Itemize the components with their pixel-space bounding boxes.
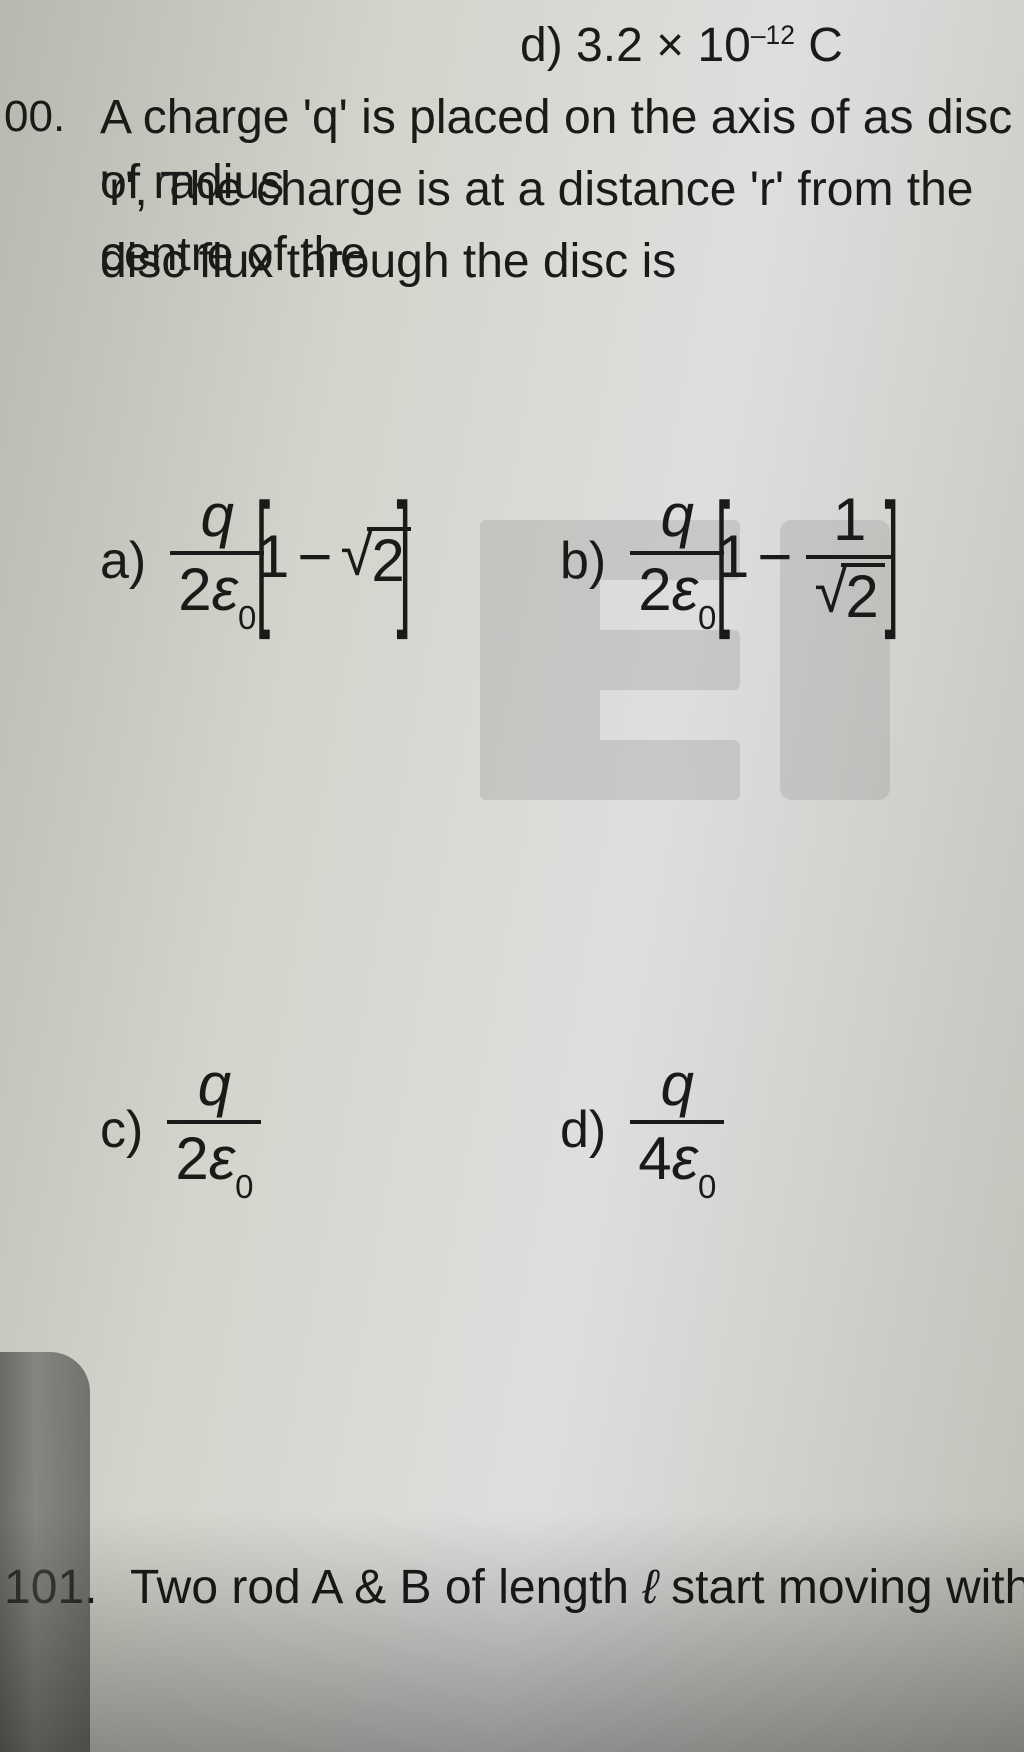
inner-numerator: 1 [825,485,874,555]
coef: 2 [638,556,671,623]
question-100-line3: disc flux through the disc is [100,230,676,295]
bracket-open [716,470,731,643]
subscript: 0 [698,599,716,636]
question-number-100: 00. [4,92,65,142]
denominator: 2ε0 [170,555,264,632]
option-label: a) [100,531,146,591]
numerator: q [190,1050,239,1120]
numerator: q [193,481,242,551]
radical-icon: √ [814,559,847,625]
question-101-text: Two rod A & B of length ℓ start moving w… [130,1560,1024,1615]
prev-question-option-d: d) 3.2 × 10–12 C [520,18,843,73]
epsilon: ε [209,1125,235,1192]
denominator: 2ε0 [630,555,724,632]
text-suffix: start moving with constan [658,1561,1024,1614]
numerator: q [653,1050,702,1120]
option-value-exp: –12 [751,20,795,50]
coef: 2 [178,556,211,623]
inner-fraction: 1 √ 2 [806,485,892,629]
sqrt: √ 2 [814,561,884,627]
option-label: d) [560,1100,606,1160]
coef: 2 [175,1125,208,1192]
denominator: 2ε0 [167,1124,261,1201]
epsilon: ε [212,556,238,623]
fraction: q 2ε0 [170,481,264,632]
scanned-page: d) 3.2 × 10–12 C 00. A charge 'q' is pla… [0,0,1024,1752]
minus: − [297,522,332,591]
radical-icon: √ [340,520,373,589]
subscript: 0 [698,1168,716,1205]
fraction: q 4ε0 [630,1050,724,1201]
option-label: b) [560,531,606,591]
option-label: c) [100,1100,143,1160]
option-label: d) [520,19,563,72]
option-value-suffix: C [795,19,843,72]
option-value-prefix: 3.2 × 10 [576,19,751,72]
option-d: d) q 4ε0 [560,1050,730,1201]
fraction: q 2ε0 [167,1050,261,1201]
ell-symbol: ℓ [642,1561,658,1614]
denominator: 4ε0 [630,1124,724,1201]
option-a: a) q 2ε0 1 − √ 2 [100,470,396,643]
coef: 4 [638,1125,671,1192]
fraction: q 2ε0 [630,481,724,632]
epsilon: ε [672,556,698,623]
text-prefix: Two rod A & B of length [130,1561,642,1614]
radicand: 2 [841,563,884,627]
numerator: q [653,481,702,551]
option-b: b) q 2ε0 1 − 1 √ 2 [560,470,884,643]
subscript: 0 [235,1168,253,1205]
minus: − [757,522,792,591]
option-c: c) q 2ε0 [100,1050,267,1201]
bottom-shadow [0,1512,1024,1752]
inner-denominator: √ 2 [806,559,892,629]
bracket-close [884,470,899,643]
bracket-open [256,470,271,643]
bracket-close [396,470,411,643]
subscript: 0 [238,599,256,636]
epsilon: ε [672,1125,698,1192]
book-binding-shadow [0,1352,90,1752]
